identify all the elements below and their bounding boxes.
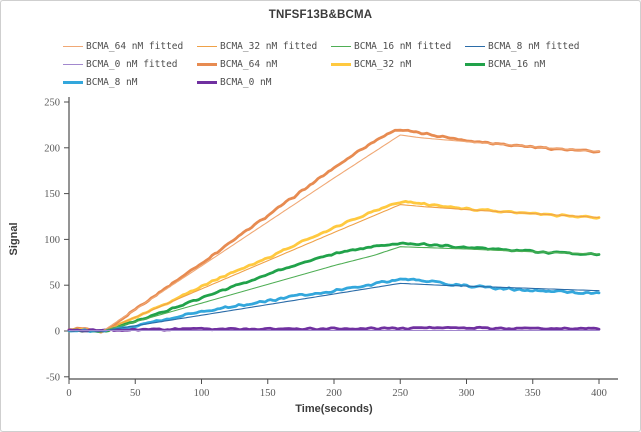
chart-title: TNFSF13B&BCMA (268, 9, 373, 21)
legend-swatch-line (63, 80, 83, 84)
x-tick-label: 0 (66, 388, 71, 399)
legend-item: BCMA_16 nM (465, 56, 545, 72)
legend-item: BCMA_0 nM (197, 74, 271, 90)
y-tick-label: 100 (44, 235, 60, 246)
legend-label: BCMA_0 nM (220, 76, 272, 88)
x-tick-label: 250 (392, 388, 408, 399)
y-tick-label: 200 (44, 143, 60, 154)
legend-item: BCMA_32 nM fitted (197, 38, 317, 54)
series-line-bcma-8-nm (67, 277, 601, 333)
x-tick-label: 100 (194, 388, 210, 399)
y-axis-title: Signal (8, 222, 20, 255)
legend-item: BCMA_64 nM fitted (63, 38, 183, 54)
legend-label: BCMA_16 nM (488, 58, 546, 70)
tick-labels: -50 0 50 100 150 200 250 0 50 100 150 200 250 300 350 4… (44, 98, 607, 400)
legend-swatch-line (465, 45, 485, 47)
series-line-bcma-16-nm-fitted (68, 246, 600, 332)
legend-swatch-line (63, 45, 83, 47)
legend-swatch-line (331, 62, 351, 66)
legend-label: BCMA_8 nM (86, 76, 138, 88)
y-tick-label: -50 (46, 372, 60, 383)
y-tick-label: 150 (44, 189, 60, 200)
legend-swatch-line (197, 80, 217, 84)
series-line-bcma-8-nm-fitted (68, 282, 600, 332)
y-tick-label: 250 (44, 98, 60, 109)
x-tick-label: 350 (525, 388, 541, 399)
legend-label: BCMA_64 nM (220, 58, 278, 70)
axes (64, 97, 618, 384)
x-tick-label: 150 (260, 388, 276, 399)
legend-swatch-line (465, 62, 485, 66)
series-line-bcma-64-nm-fitted (68, 134, 600, 332)
x-tick-label: 50 (130, 388, 141, 399)
series-line-bcma-64-nm (67, 128, 601, 334)
y-tick-label: 0 (55, 327, 60, 338)
x-tick-label: 300 (459, 388, 475, 399)
legend-item: BCMA_16 nM fitted (331, 38, 451, 54)
legend-item: BCMA_0 nM fitted (63, 56, 178, 72)
y-tick-label: 50 (50, 281, 61, 292)
legend-item: BCMA_8 nM fitted (465, 38, 580, 54)
legend-label: BCMA_0 nM fitted (86, 58, 178, 70)
legend-item: BCMA_64 nM (197, 56, 277, 72)
series-lines (67, 128, 601, 334)
legend-label: BCMA_16 nM fitted (354, 40, 452, 52)
legend-item: BCMA_8 nM (63, 74, 137, 90)
x-tick-label: 200 (326, 388, 342, 399)
legend-swatch-line (197, 45, 217, 47)
legend-swatch-line (197, 62, 217, 66)
legend-label: BCMA_64 nM fitted (86, 40, 184, 52)
legend-swatch-line (331, 45, 351, 47)
series-line-bcma-0-nm (67, 325, 601, 333)
legend-item: BCMA_32 nM (331, 56, 411, 72)
legend-label: BCMA_32 nM (354, 58, 412, 70)
series-line-bcma-32-nm-fitted (68, 204, 600, 332)
legend-swatch-line (63, 63, 83, 65)
x-axis-title: Time(seconds) (295, 403, 373, 415)
x-tick-label: 400 (591, 388, 607, 399)
legend-label: BCMA_8 nM fitted (488, 40, 580, 52)
legend-label: BCMA_32 nM fitted (220, 40, 318, 52)
